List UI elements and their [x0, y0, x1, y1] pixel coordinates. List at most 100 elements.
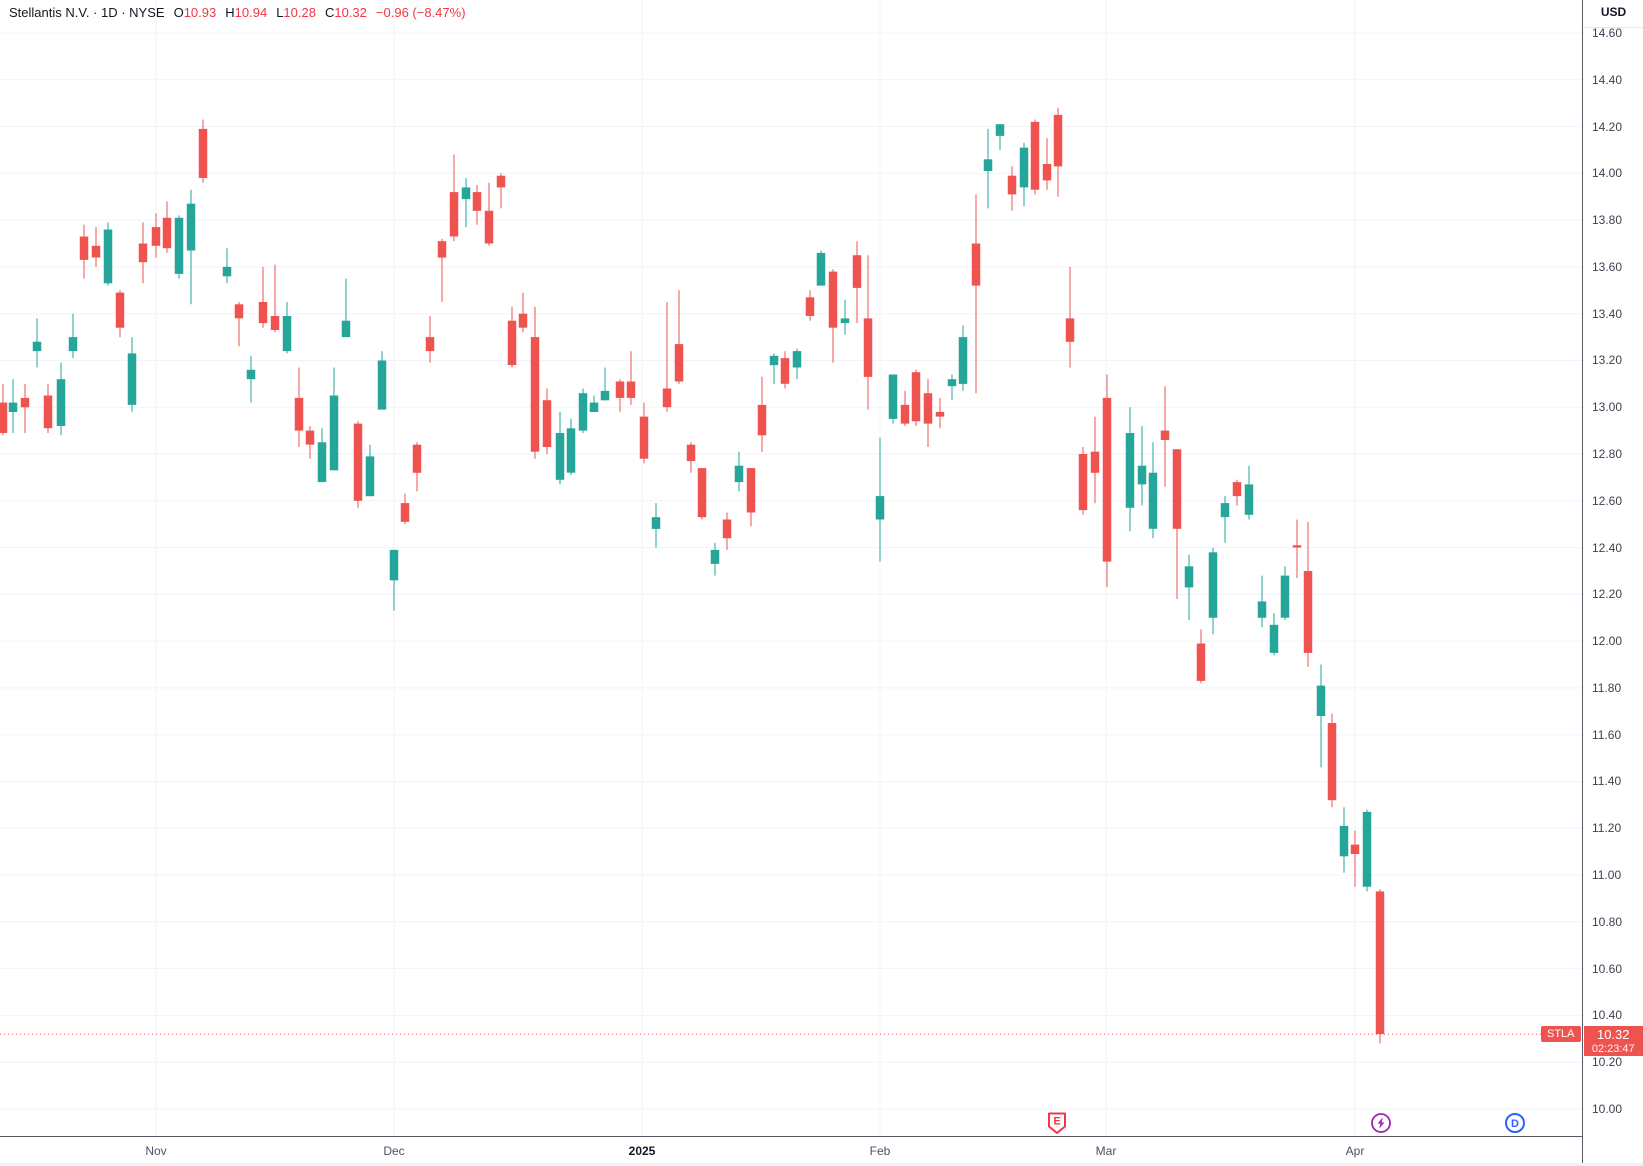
time-axis[interactable]: Nov Dec 2025 Feb Mar Apr — [0, 1136, 1643, 1166]
candle[interactable] — [626, 351, 636, 405]
candle[interactable] — [734, 451, 744, 492]
candle[interactable] — [186, 189, 196, 305]
candle[interactable] — [1269, 613, 1279, 656]
candle[interactable] — [1280, 566, 1290, 621]
candle[interactable] — [615, 379, 625, 412]
candle[interactable] — [258, 266, 268, 328]
candle[interactable] — [234, 302, 244, 347]
candle[interactable] — [507, 306, 517, 368]
candle[interactable] — [174, 215, 184, 279]
candle[interactable] — [923, 379, 933, 447]
candle[interactable] — [1078, 447, 1088, 515]
candle[interactable] — [1232, 479, 1242, 506]
candle[interactable] — [518, 292, 528, 333]
candle[interactable] — [863, 255, 873, 410]
candle[interactable] — [294, 367, 304, 448]
candle[interactable] — [639, 402, 649, 464]
candle[interactable] — [911, 369, 921, 426]
candlestick-chart-canvas[interactable] — [0, 0, 1582, 1136]
candle[interactable] — [400, 493, 410, 525]
candle[interactable] — [805, 290, 815, 321]
candle[interactable] — [115, 290, 125, 338]
candle[interactable] — [1019, 142, 1029, 207]
candle[interactable] — [1208, 547, 1218, 635]
candle[interactable] — [1244, 465, 1254, 520]
candle[interactable] — [1220, 496, 1230, 543]
candle[interactable] — [1007, 166, 1017, 211]
candle[interactable] — [1137, 426, 1147, 506]
candle[interactable] — [1339, 807, 1349, 873]
candle[interactable] — [198, 119, 208, 183]
candle[interactable] — [1160, 386, 1170, 487]
candle[interactable] — [246, 355, 256, 403]
candle[interactable] — [43, 383, 53, 433]
candle[interactable] — [947, 374, 957, 401]
candle[interactable] — [542, 388, 552, 455]
candle[interactable] — [1065, 266, 1075, 368]
candle[interactable] — [151, 213, 161, 258]
candle[interactable] — [697, 468, 707, 520]
candle[interactable] — [530, 306, 540, 459]
candle[interactable] — [1172, 449, 1182, 599]
candle[interactable] — [983, 128, 993, 209]
candle[interactable] — [1196, 629, 1206, 684]
candle[interactable] — [461, 178, 471, 228]
candle[interactable] — [103, 222, 113, 286]
candle[interactable] — [32, 318, 42, 368]
candle[interactable] — [971, 194, 981, 394]
candle[interactable] — [496, 173, 506, 209]
candle[interactable] — [341, 278, 351, 338]
candle[interactable] — [1316, 664, 1326, 768]
candle[interactable] — [757, 376, 767, 452]
candle[interactable] — [412, 442, 422, 492]
candle[interactable] — [1362, 809, 1372, 892]
candle[interactable] — [686, 442, 696, 473]
earnings-icon[interactable]: E — [1046, 1111, 1068, 1140]
candle[interactable] — [377, 351, 387, 410]
candle[interactable] — [566, 418, 576, 476]
candle[interactable] — [578, 388, 588, 434]
candle[interactable] — [353, 421, 363, 508]
candle[interactable] — [1030, 119, 1040, 195]
candle[interactable] — [317, 428, 327, 483]
candle[interactable] — [1042, 138, 1052, 190]
candle[interactable] — [710, 542, 720, 576]
candle[interactable] — [995, 124, 1005, 150]
candle[interactable] — [589, 395, 599, 413]
candle[interactable] — [56, 362, 66, 436]
candles[interactable] — [0, 107, 1385, 1044]
candle[interactable] — [852, 241, 862, 323]
candle[interactable] — [935, 397, 945, 429]
candle[interactable] — [1350, 830, 1360, 887]
candle[interactable] — [138, 222, 148, 284]
candle[interactable] — [437, 238, 447, 302]
candle[interactable] — [282, 302, 292, 354]
candle[interactable] — [662, 302, 672, 412]
symbol-legend[interactable]: Stellantis N.V. · 1D · NYSE O 10.93 H 10… — [9, 5, 466, 20]
candle[interactable] — [1102, 374, 1112, 588]
price-axis[interactable]: USD 14.60 14.40 14.20 14.00 13.80 13.60 13.40 1… — [1582, 0, 1643, 1166]
candle[interactable] — [816, 250, 826, 286]
candle[interactable] — [840, 299, 850, 335]
candle[interactable] — [1148, 442, 1158, 539]
candle[interactable] — [20, 383, 30, 433]
candle[interactable] — [449, 154, 459, 242]
candle[interactable] — [600, 367, 610, 401]
candle[interactable] — [875, 437, 885, 562]
candle[interactable] — [68, 313, 78, 359]
candle[interactable] — [389, 549, 399, 611]
symbol-description[interactable]: Stellantis N.V. · 1D · NYSE — [9, 5, 165, 20]
lightning-icon[interactable] — [1370, 1112, 1392, 1139]
candle[interactable] — [746, 468, 756, 527]
candle[interactable] — [305, 426, 315, 459]
candle[interactable] — [1303, 521, 1313, 667]
candle[interactable] — [555, 411, 565, 485]
candle[interactable] — [365, 444, 375, 497]
candle[interactable] — [828, 269, 838, 363]
candle[interactable] — [91, 227, 101, 267]
candle[interactable] — [329, 367, 339, 471]
dividend-icon[interactable]: D — [1504, 1112, 1526, 1139]
candle[interactable] — [472, 185, 482, 225]
candle[interactable] — [769, 353, 779, 384]
candle[interactable] — [270, 264, 280, 333]
